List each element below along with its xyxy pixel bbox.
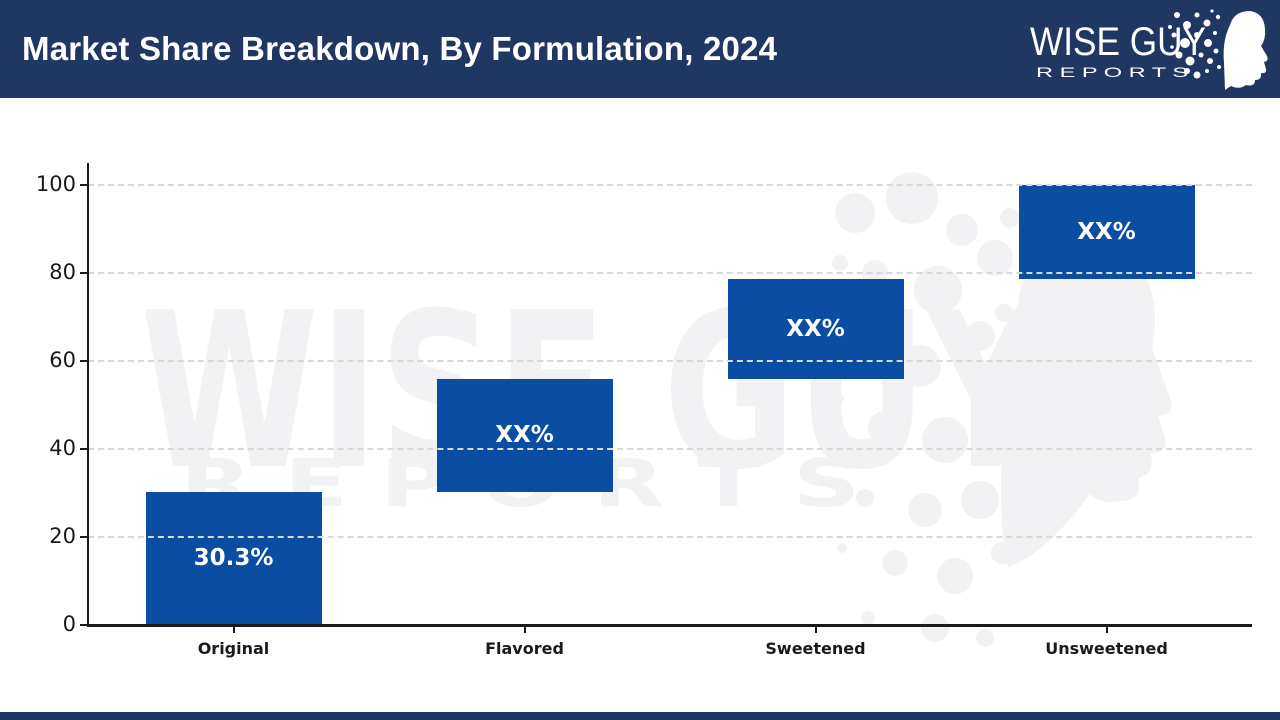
chart-title: Market Share Breakdown, By Formulation, … [22, 30, 778, 67]
logo-face-profile-icon [1223, 11, 1268, 90]
y-tick-40 [80, 448, 88, 450]
bar-unsweetened: XX% [1018, 185, 1195, 280]
y-tick-20 [80, 536, 88, 538]
x-label-unsweetened: Unsweetened [1045, 639, 1168, 658]
y-tick-0 [80, 624, 88, 626]
bar-value-label-original: 30.3% [193, 545, 274, 572]
y-tick-label-20: 20 [49, 524, 76, 548]
bar-value-label-flavored: XX% [495, 422, 554, 449]
x-label-sweetened: Sweetened [765, 639, 866, 658]
logo-tagline: R E P O R T S [1036, 64, 1188, 80]
y-tick-label-40: 40 [49, 436, 76, 460]
y-tick-80 [80, 272, 88, 274]
x-tick-flavored [523, 625, 526, 633]
x-tick-unsweetened [1105, 625, 1108, 633]
gridline-80 [88, 272, 1252, 274]
y-tick-100 [80, 184, 88, 186]
wise-guy-logo: WISE GUY R E P O R T S [1030, 9, 1268, 90]
footer-bar [0, 712, 1280, 720]
gridline-100 [88, 184, 1252, 186]
y-tick-label-100: 100 [35, 172, 76, 196]
bar-sweetened: XX% [727, 279, 904, 380]
bar-flavored: XX% [436, 379, 613, 492]
y-axis-spine [86, 163, 89, 626]
y-tick-60 [80, 360, 88, 362]
x-axis-spine [86, 624, 1252, 627]
gridline-40 [88, 448, 1252, 450]
x-tick-sweetened [814, 625, 817, 633]
gridline-60 [88, 360, 1252, 362]
gridline-20 [88, 536, 1252, 538]
logo-head-dots-icon [1168, 9, 1221, 79]
bar-original: 30.3% [145, 491, 322, 625]
y-tick-label-80: 80 [49, 260, 76, 284]
x-label-flavored: Flavored [485, 639, 564, 658]
bar-value-label-sweetened: XX% [786, 316, 845, 343]
bar-value-label-unsweetened: XX% [1077, 219, 1136, 246]
y-tick-label-60: 60 [49, 348, 76, 372]
x-label-original: Original [197, 639, 270, 658]
y-tick-label-0: 0 [62, 612, 76, 636]
header-bar: Market Share Breakdown, By Formulation, … [0, 0, 1280, 98]
x-tick-original [232, 625, 235, 633]
